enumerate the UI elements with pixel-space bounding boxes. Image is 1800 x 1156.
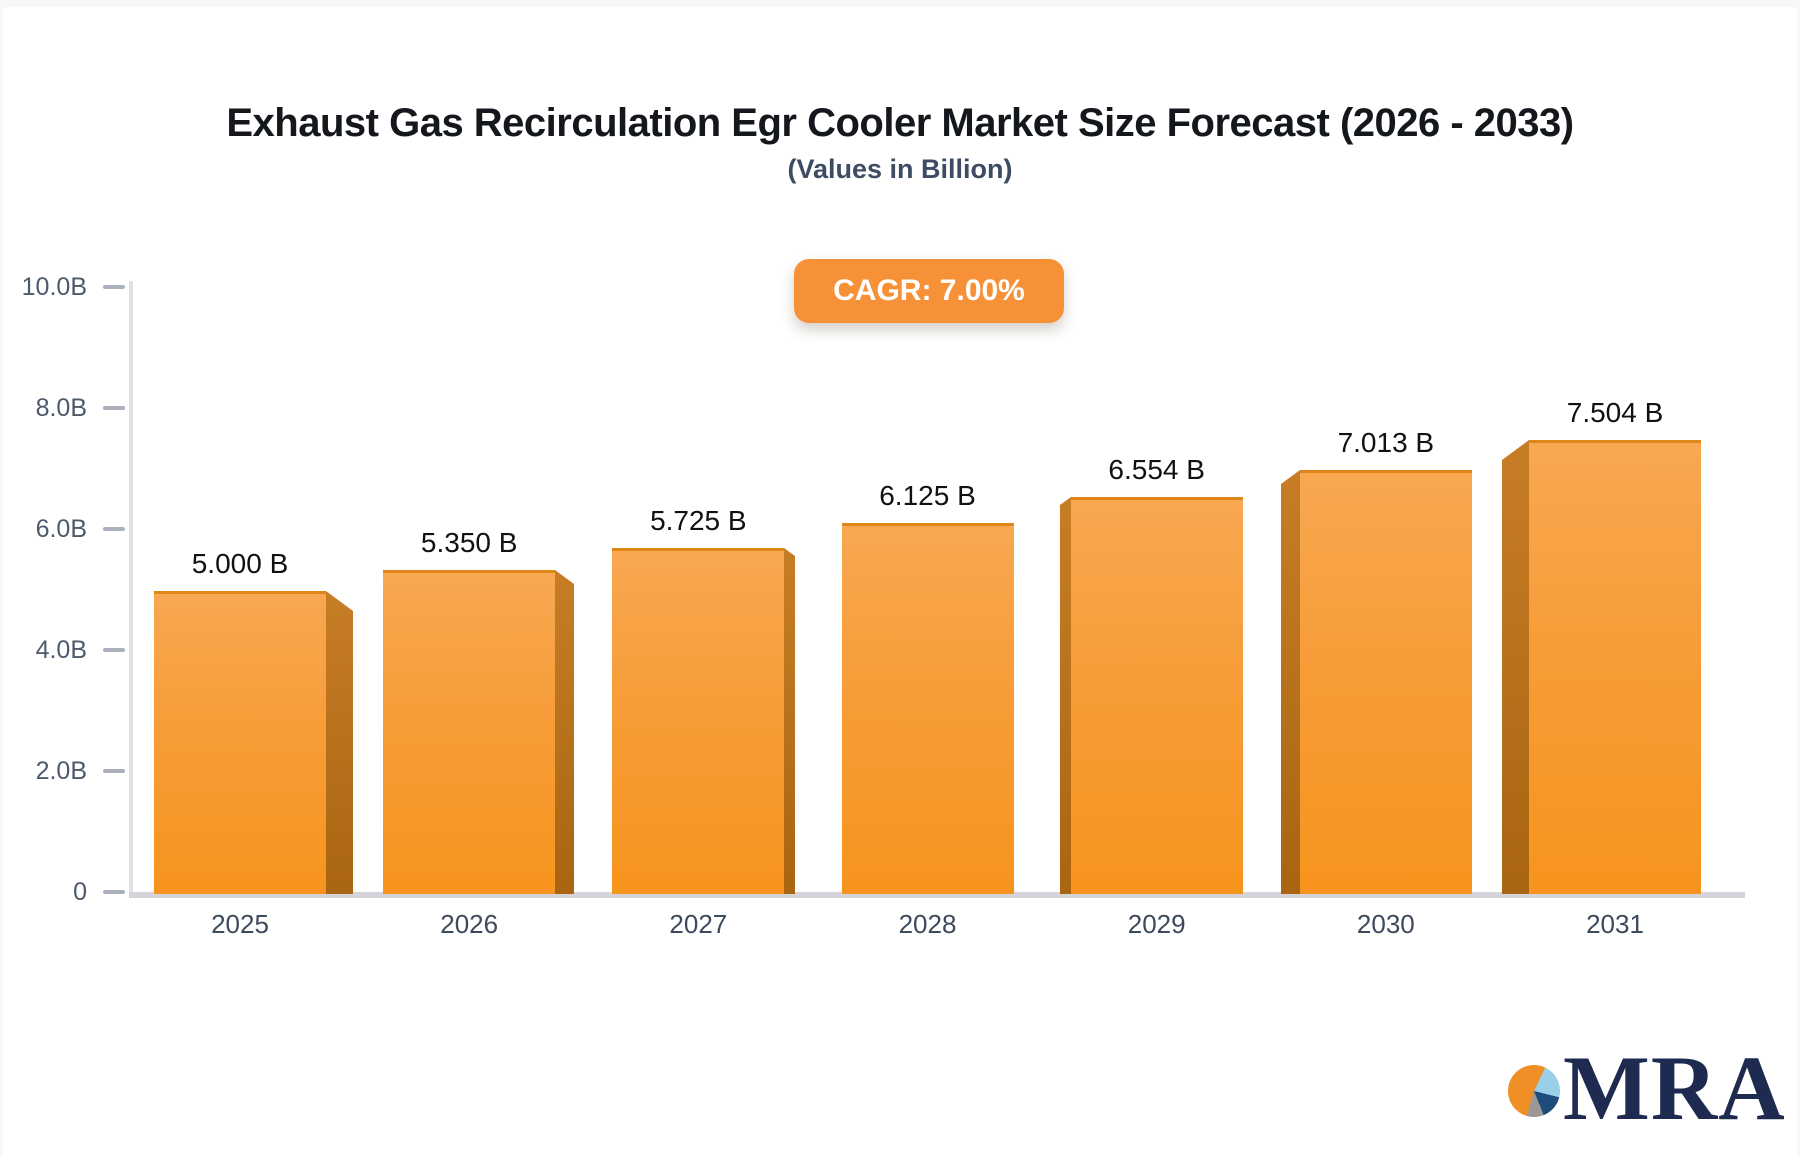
chart-subtitle: (Values in Billion): [787, 154, 1013, 184]
y-axis-tick-label: 8.0B: [35, 394, 87, 422]
bar-value-label: 6.125 B: [879, 480, 976, 511]
bar-2029: [1071, 497, 1243, 894]
bar-value-label: 7.013 B: [1337, 427, 1435, 458]
y-axis-line: [129, 281, 133, 894]
y-axis-tick-label: 10.0B: [21, 273, 87, 301]
bar-value-label: 7.504 B: [1566, 397, 1664, 428]
bar-3d-side: [555, 570, 574, 894]
pie-chart-logo-icon: [1508, 1065, 1560, 1117]
x-axis-line: [129, 892, 1745, 898]
y-axis-tick-label: 6.0B: [35, 515, 87, 543]
bar-3d-side: [326, 591, 353, 894]
y-axis-tick-label: 0: [73, 878, 87, 906]
y-axis-tick-mark: [103, 890, 125, 894]
y-axis-tick-mark: [103, 406, 125, 410]
bar-2030: [1300, 470, 1472, 894]
x-axis-label: 2031: [1586, 909, 1644, 939]
x-axis-label: 2029: [1127, 909, 1186, 939]
x-axis-label: 2028: [898, 909, 957, 939]
y-axis-tick-label: 4.0B: [35, 636, 87, 664]
x-axis-label: 2027: [669, 909, 728, 939]
bar-2028: [842, 523, 1014, 894]
y-axis-tick-mark: [103, 285, 125, 289]
bar-3d-side: [1281, 470, 1300, 894]
bar-2031: [1529, 440, 1701, 894]
bar-3d-side: [1502, 440, 1529, 894]
cagr-badge: CAGR: 7.00%: [794, 259, 1064, 323]
logo-text: MRA: [1563, 1037, 1786, 1139]
x-axis-label: 2026: [440, 909, 499, 939]
bar-2027: [612, 548, 784, 894]
y-axis-tick-mark: [103, 648, 125, 652]
y-axis-tick-mark: [103, 769, 125, 773]
bar-value-label: 6.554 B: [1108, 454, 1205, 485]
bar-value-label: 5.350 B: [420, 527, 518, 558]
chart-title: Exhaust Gas Recirculation Egr Cooler Mar…: [226, 101, 1574, 145]
x-axis-label: 2030: [1356, 909, 1415, 939]
bar-2025: [154, 591, 326, 894]
y-axis-tick-mark: [103, 527, 125, 531]
bar-value-label: 5.000 B: [191, 548, 289, 579]
bar-value-label: 5.725 B: [650, 505, 747, 536]
bar-3d-side: [784, 548, 795, 894]
x-axis-label: 2025: [211, 909, 269, 939]
bar-3d-side: [1060, 497, 1071, 894]
bar-2026: [383, 570, 555, 894]
mra-logo: MRA: [1508, 1042, 1786, 1134]
y-axis-tick-label: 2.0B: [35, 757, 87, 785]
